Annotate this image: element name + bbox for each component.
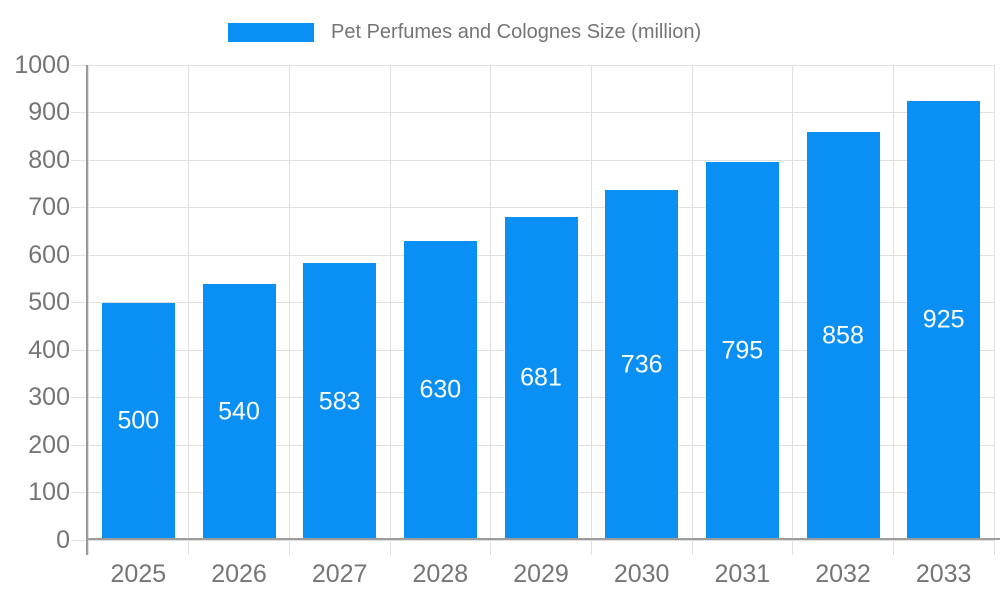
x-axis-label-2026: 2026 [211, 560, 267, 588]
bar-value-label-2027: 583 [318, 387, 361, 416]
y-axis-tick [71, 159, 88, 161]
y-axis-label: 600 [28, 240, 70, 269]
x-axis-tick [590, 540, 592, 555]
x-gridline [188, 65, 190, 540]
bar-value-label-2025: 500 [117, 406, 160, 435]
x-axis-label-2031: 2031 [714, 560, 771, 588]
y-gridline [88, 539, 994, 541]
y-axis-label: 500 [28, 288, 70, 316]
y-axis-tick [71, 539, 88, 541]
y-axis-label: 700 [28, 193, 70, 221]
legend-label: Pet Perfumes and Colognes Size (million) [331, 21, 702, 43]
x-axis-tick [993, 540, 995, 555]
bar-2031 [705, 162, 779, 538]
x-axis-label-2030: 2030 [613, 560, 670, 588]
x-axis-tick [288, 540, 290, 555]
y-axis-tick [71, 112, 88, 113]
y-axis-tick [71, 302, 88, 303]
bar-2033 [907, 100, 981, 538]
y-axis-label: 400 [28, 335, 70, 364]
x-gridline [993, 65, 995, 540]
x-gridline [490, 65, 492, 540]
bar-2028 [403, 240, 477, 538]
y-axis-tick [71, 444, 88, 446]
bar-value-label-2033: 925 [922, 305, 965, 334]
y-gridline [88, 112, 994, 113]
bar-value-label-2030: 736 [620, 350, 663, 379]
x-gridline [389, 65, 391, 540]
bar-2025 [101, 302, 175, 538]
x-axis-label-2025: 2025 [110, 560, 167, 588]
bar-value-label-2029: 681 [520, 363, 562, 392]
y-axis-label: 300 [28, 383, 70, 411]
y-gridline [88, 207, 994, 208]
y-axis-tick [71, 207, 88, 208]
y-gridline [88, 159, 994, 161]
y-axis-label: 100 [28, 478, 70, 506]
bar-2032 [806, 132, 880, 538]
x-axis-tick [87, 540, 89, 555]
y-gridline [88, 64, 994, 66]
x-axis-tick [490, 540, 492, 555]
x-gridline [590, 65, 592, 540]
x-axis-tick [188, 540, 190, 555]
x-axis-label-2033: 2033 [915, 560, 972, 588]
legend: Pet Perfumes and Colognes Size (million) [228, 21, 701, 44]
bar-value-label-2028: 630 [419, 375, 462, 404]
bar-value-label-2026: 540 [218, 397, 260, 426]
legend-swatch [228, 23, 314, 42]
x-gridline [288, 65, 290, 540]
y-axis-tick [71, 397, 88, 398]
y-axis-label: 900 [28, 98, 70, 126]
x-axis-tick [691, 540, 693, 555]
x-axis-label-2027: 2027 [311, 560, 368, 588]
y-axis-line [86, 65, 88, 555]
y-axis-label: 800 [28, 145, 70, 174]
bar-2030 [605, 190, 679, 538]
y-axis-label: 1000 [14, 50, 70, 79]
x-axis-tick [389, 540, 391, 555]
y-axis-tick [71, 492, 88, 493]
x-axis-label-2028: 2028 [412, 560, 469, 588]
x-gridline [691, 65, 693, 540]
y-axis-tick [71, 64, 88, 66]
x-axis-label-2032: 2032 [815, 560, 871, 588]
y-axis-tick [71, 254, 88, 256]
x-gridline [892, 65, 894, 540]
bar-2029 [504, 216, 578, 538]
bar-value-label-2031: 795 [721, 336, 764, 365]
x-axis-tick [892, 540, 894, 555]
y-axis-label: 0 [56, 525, 70, 554]
x-gridline [792, 65, 794, 540]
x-axis-line [86, 538, 1000, 540]
y-axis-tick [71, 349, 88, 351]
bar-2027 [303, 263, 377, 538]
y-axis-label: 200 [28, 430, 70, 459]
x-axis-label-2029: 2029 [513, 560, 569, 588]
bar-value-label-2032: 858 [822, 321, 864, 350]
x-gridline [87, 65, 89, 540]
x-axis-tick [792, 540, 794, 555]
bar-2026 [202, 283, 276, 538]
